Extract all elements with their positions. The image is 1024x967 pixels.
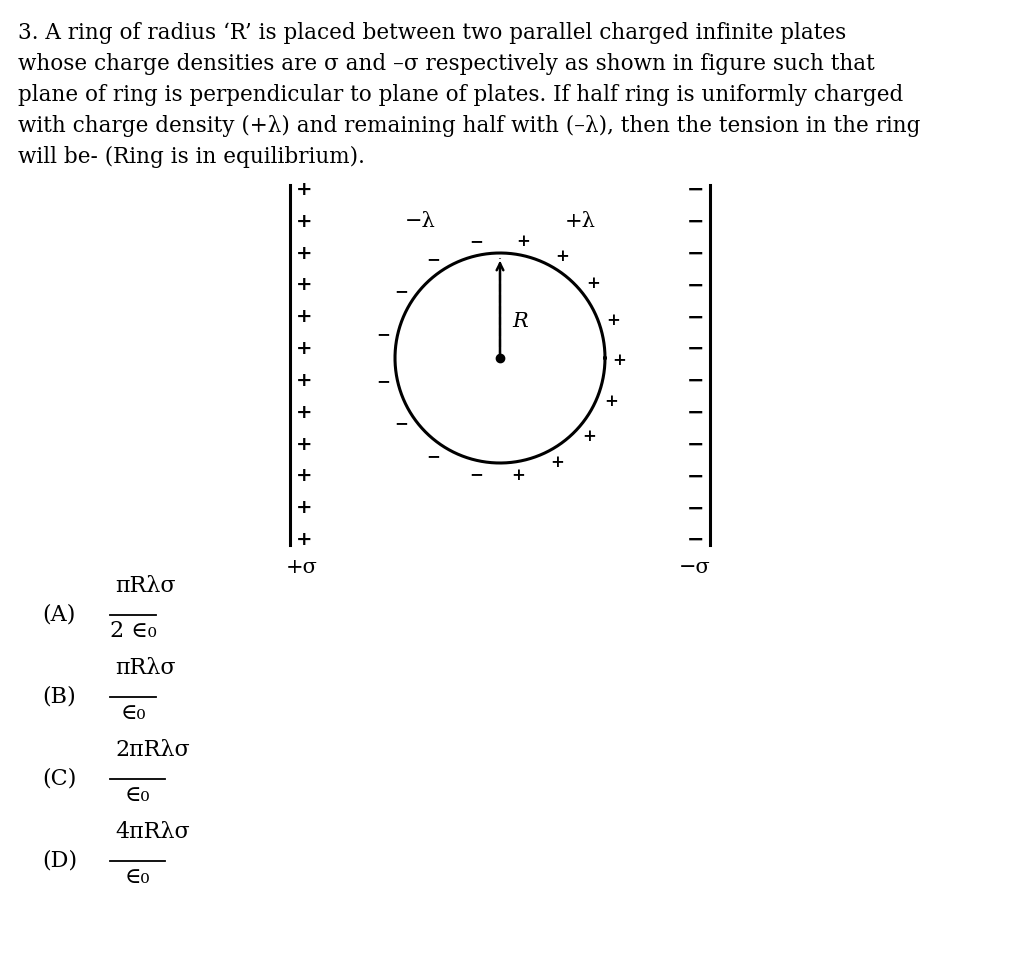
Text: −: − bbox=[427, 449, 440, 465]
Text: ∈₀: ∈₀ bbox=[125, 866, 151, 888]
Text: (C): (C) bbox=[42, 768, 77, 790]
Text: +: + bbox=[555, 248, 569, 265]
Text: +: + bbox=[517, 233, 530, 249]
Text: +: + bbox=[296, 467, 312, 485]
Text: −: − bbox=[687, 466, 705, 486]
Text: −: − bbox=[377, 326, 390, 343]
Text: 4πRλσ: 4πRλσ bbox=[115, 821, 189, 843]
Text: +: + bbox=[296, 181, 312, 199]
Text: +: + bbox=[296, 340, 312, 358]
Text: −: − bbox=[394, 283, 408, 301]
Text: +: + bbox=[296, 245, 312, 263]
Text: −: − bbox=[687, 434, 705, 454]
Text: 3. A ring of radius ‘R’ is placed between two parallel charged infinite plates: 3. A ring of radius ‘R’ is placed betwee… bbox=[18, 22, 846, 44]
Text: whose charge densities are σ and –σ respectively as shown in figure such that: whose charge densities are σ and –σ resp… bbox=[18, 53, 874, 75]
Text: −: − bbox=[687, 308, 705, 327]
Text: +: + bbox=[296, 435, 312, 454]
Text: +: + bbox=[586, 276, 600, 292]
Text: −: − bbox=[687, 371, 705, 391]
Text: +λ: +λ bbox=[564, 212, 596, 231]
Text: −: − bbox=[687, 244, 705, 264]
Text: −: − bbox=[687, 402, 705, 423]
Text: R: R bbox=[512, 311, 527, 331]
Text: πRλσ: πRλσ bbox=[115, 657, 176, 679]
Text: −: − bbox=[687, 276, 705, 296]
Text: −: − bbox=[469, 466, 483, 484]
Text: +: + bbox=[296, 308, 312, 326]
Text: −λ: −λ bbox=[404, 212, 435, 231]
Text: +: + bbox=[296, 531, 312, 549]
Text: 2πRλσ: 2πRλσ bbox=[115, 739, 189, 761]
Text: +: + bbox=[612, 353, 626, 369]
Text: −: − bbox=[469, 233, 483, 249]
Text: −: − bbox=[687, 530, 705, 550]
Text: ∈₀: ∈₀ bbox=[125, 784, 151, 806]
Text: with charge density (+λ) and remaining half with (–λ), then the tension in the r: with charge density (+λ) and remaining h… bbox=[18, 115, 921, 137]
Text: +: + bbox=[296, 499, 312, 517]
Text: +: + bbox=[550, 454, 564, 471]
Text: will be- (Ring is in equilibrium).: will be- (Ring is in equilibrium). bbox=[18, 146, 365, 168]
Text: +σ: +σ bbox=[286, 558, 317, 577]
Text: plane of ring is perpendicular to plane of plates. If half ring is uniformly cha: plane of ring is perpendicular to plane … bbox=[18, 84, 903, 106]
Text: (A): (A) bbox=[42, 604, 76, 626]
Text: +: + bbox=[583, 428, 596, 445]
Text: −: − bbox=[687, 498, 705, 518]
Text: +: + bbox=[296, 213, 312, 231]
Text: −: − bbox=[687, 212, 705, 232]
Text: −: − bbox=[427, 250, 440, 268]
Text: +: + bbox=[604, 393, 617, 410]
Text: +: + bbox=[296, 404, 312, 422]
Text: −: − bbox=[394, 416, 408, 432]
Text: πRλσ: πRλσ bbox=[115, 575, 176, 597]
Text: −: − bbox=[687, 180, 705, 200]
Text: +: + bbox=[511, 467, 524, 484]
Text: ∈₀: ∈₀ bbox=[120, 702, 145, 724]
Text: +: + bbox=[606, 311, 620, 329]
Text: −: − bbox=[687, 339, 705, 359]
Text: −σ: −σ bbox=[679, 558, 711, 577]
Text: (D): (D) bbox=[42, 850, 77, 872]
Text: +: + bbox=[296, 277, 312, 295]
Text: +: + bbox=[296, 372, 312, 390]
Text: 2 ∈₀: 2 ∈₀ bbox=[110, 620, 157, 642]
Text: (B): (B) bbox=[42, 686, 76, 708]
Text: −: − bbox=[377, 372, 390, 390]
